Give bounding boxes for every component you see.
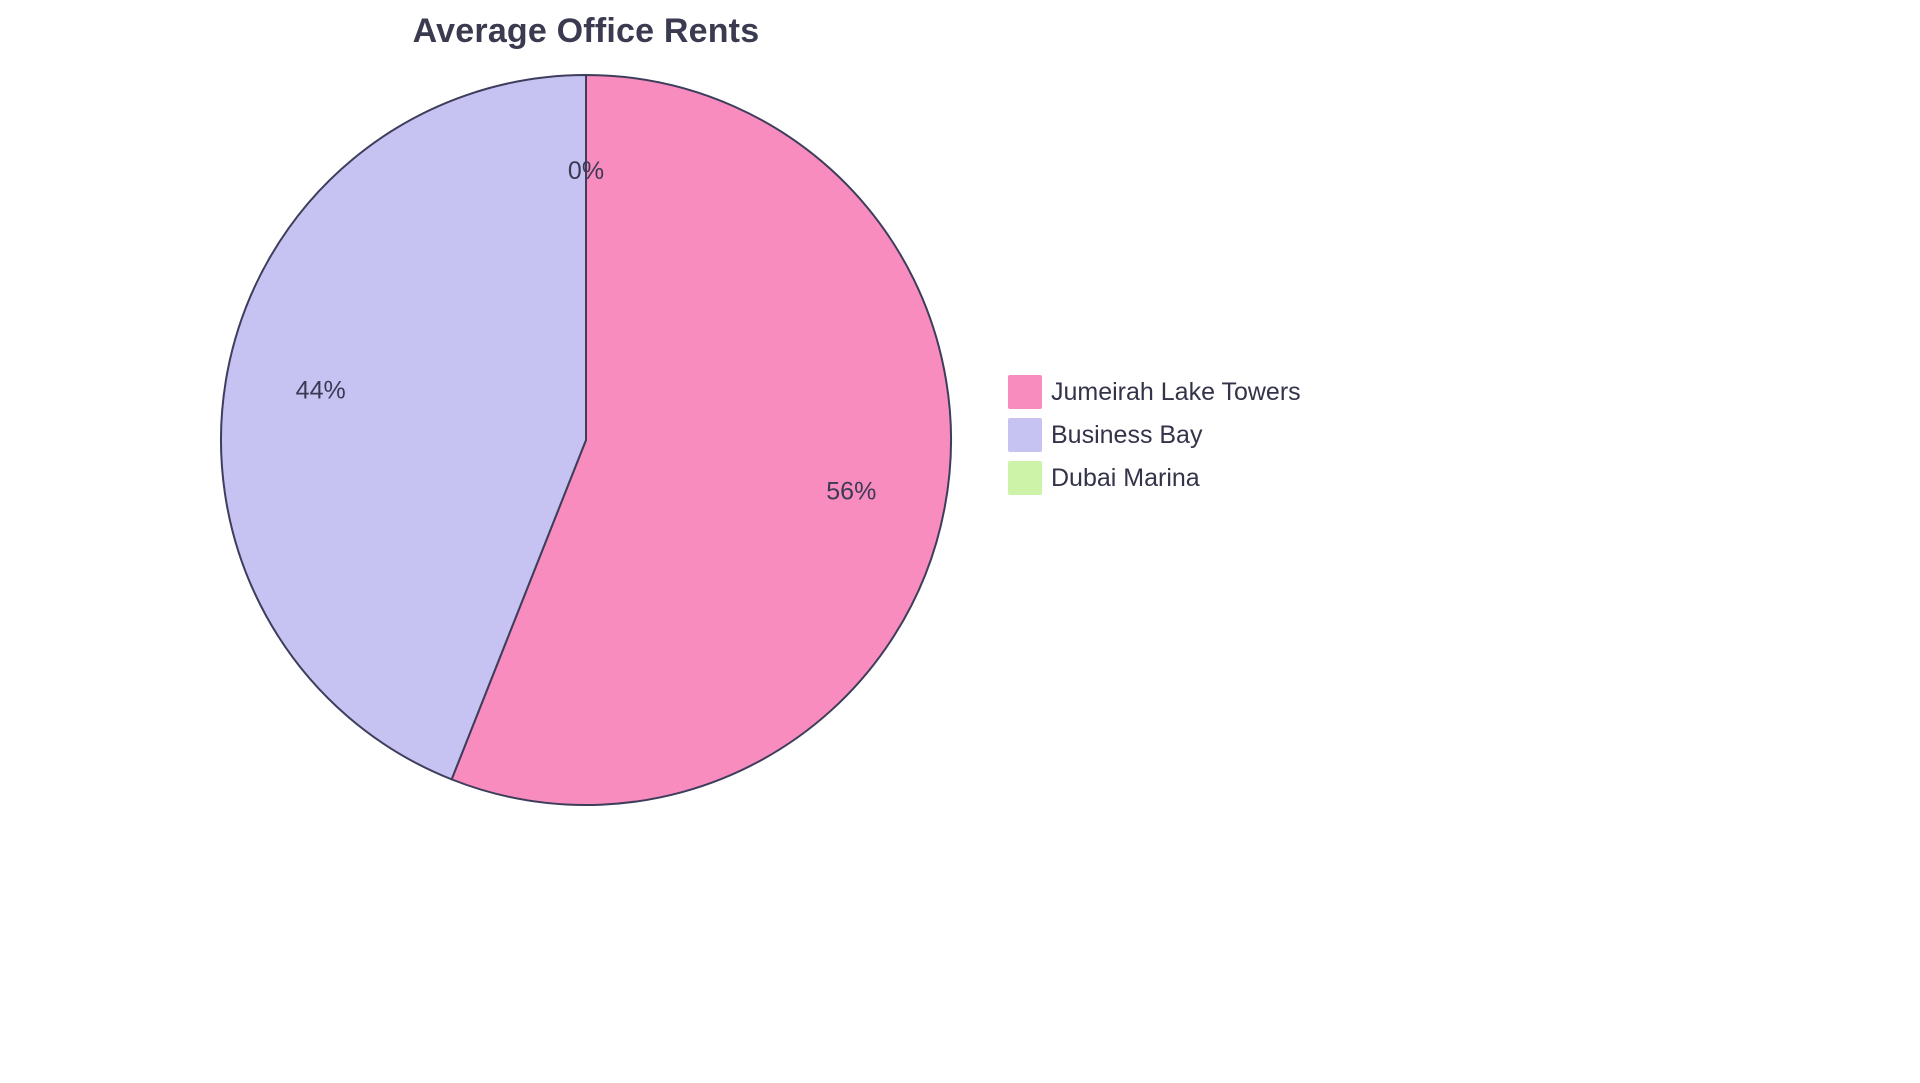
legend-label-business-bay: Business Bay bbox=[1051, 420, 1203, 449]
chart-title: Average Office Rents bbox=[412, 12, 760, 50]
legend-label-dubai-marina: Dubai Marina bbox=[1051, 463, 1200, 492]
pie-slice-percent-label: 44% bbox=[296, 376, 346, 404]
legend-label-jumeirah-lake-towers: Jumeirah Lake Towers bbox=[1051, 377, 1301, 406]
pie-slice-percent-label: 0% bbox=[568, 157, 604, 185]
legend-item-dubai-marina: Dubai Marina bbox=[1008, 461, 1301, 495]
pie-slice-percent-label: 56% bbox=[826, 478, 876, 506]
legend: Jumeirah Lake Towers Business Bay Dubai Ma… bbox=[1008, 375, 1301, 495]
legend-item-business-bay: Business Bay bbox=[1008, 418, 1301, 452]
pie-slice-jumeirah-lake-towers bbox=[450, 74, 952, 806]
legend-item-jumeirah-lake-towers: Jumeirah Lake Towers bbox=[1008, 375, 1301, 409]
legend-swatch-business-bay bbox=[1008, 418, 1042, 452]
legend-swatch-jumeirah-lake-towers bbox=[1008, 375, 1042, 409]
legend-swatch-dubai-marina bbox=[1008, 461, 1042, 495]
pie-slice-business-bay bbox=[220, 74, 587, 781]
